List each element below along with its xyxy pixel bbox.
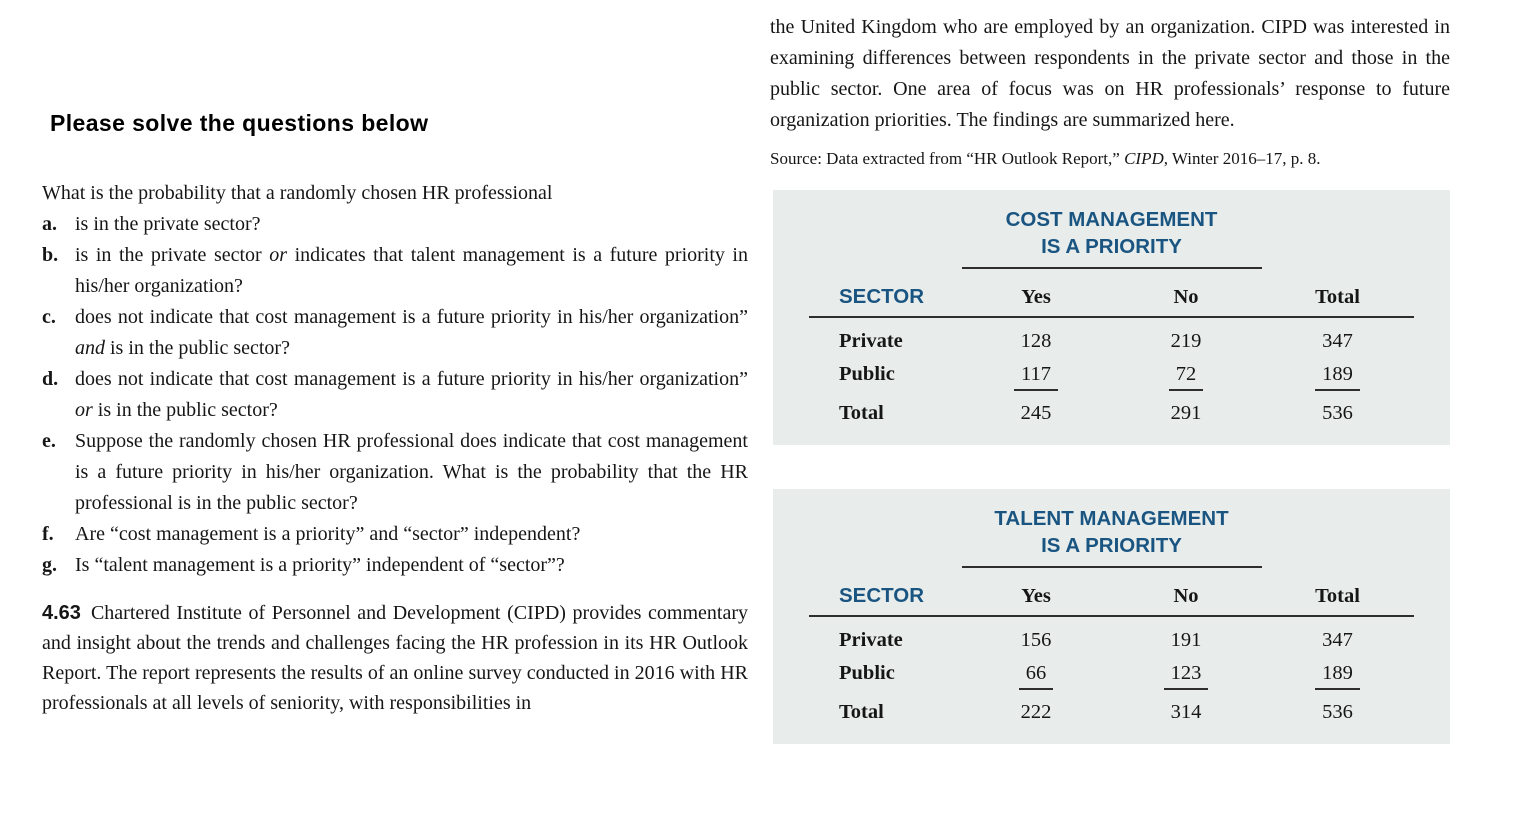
- question-text: is in the private sector?: [75, 213, 261, 235]
- question-label: b.: [42, 244, 59, 266]
- question-label: d.: [42, 368, 59, 390]
- continuation-paragraph: the United Kingdom who are employed by a…: [770, 16, 1450, 131]
- problem-text: Chartered Institute of Personnel and Dev…: [42, 602, 748, 714]
- question-text: does not indicate that cost management i…: [75, 306, 748, 328]
- column-header-no: No: [1173, 585, 1199, 607]
- question-item-a: a. is in the private sector?: [42, 209, 748, 240]
- problem-4-63: 4.63 Chartered Institute of Personnel and…: [42, 598, 748, 718]
- table-title: COST MANAGEMENT IS A PRIORITY: [773, 206, 1450, 260]
- row-label: Private: [839, 330, 903, 352]
- table-row-public: Public 117 72 189: [809, 355, 1414, 391]
- question-text: does not indicate that cost management i…: [75, 368, 748, 390]
- table-title-line1: TALENT MANAGEMENT: [994, 507, 1229, 530]
- table-row-public: Public 66 123 189: [809, 654, 1414, 690]
- column-header-yes: Yes: [1021, 585, 1051, 607]
- cell-value: 536: [1322, 402, 1353, 424]
- column-header-total: Total: [1315, 585, 1360, 607]
- row-label: Private: [839, 629, 903, 651]
- table-title-line2: IS A PRIORITY: [1041, 235, 1182, 258]
- talent-management-table-card: TALENT MANAGEMENT IS A PRIORITY SECTOR Y…: [773, 489, 1450, 744]
- table: SECTOR Yes No Total Private 156 191 347 …: [809, 584, 1414, 726]
- question-text: Is “talent management is a priority” ind…: [75, 554, 565, 576]
- question-text: is in the public sector?: [92, 399, 278, 421]
- source-publication: CIPD: [1124, 149, 1164, 168]
- table-title: TALENT MANAGEMENT IS A PRIORITY: [773, 505, 1450, 559]
- cell-value: 291: [1170, 402, 1202, 424]
- cell-value: 72: [1111, 361, 1261, 391]
- row-label: Total: [839, 701, 884, 723]
- column-group-rule: [961, 267, 1262, 269]
- question-label: c.: [42, 306, 56, 328]
- cell-value: 245: [1020, 402, 1052, 424]
- cell-value: 66: [961, 660, 1111, 690]
- question-text: Suppose the randomly chosen HR professio…: [75, 430, 748, 514]
- table: SECTOR Yes No Total Private 128 219 347 …: [809, 285, 1414, 427]
- table-row-private: Private 156 191 347: [809, 617, 1414, 654]
- cell-value: 191: [1170, 629, 1202, 651]
- question-text-italic: and: [75, 337, 105, 359]
- table-title-line1: COST MANAGEMENT: [1005, 208, 1218, 231]
- left-column: Please solve the questions below What is…: [42, 110, 748, 718]
- column-header-sector: SECTOR: [839, 584, 925, 607]
- cell-value: 222: [1020, 701, 1052, 723]
- source-text: , Winter 2016–17, p. 8.: [1163, 149, 1321, 168]
- question-label: f.: [42, 523, 54, 545]
- table-header-row: SECTOR Yes No Total: [809, 584, 1414, 617]
- question-item-b: b. is in the private sector or indicates …: [42, 240, 748, 302]
- row-label: Public: [839, 363, 895, 385]
- question-item-c: c. does not indicate that cost management…: [42, 302, 748, 364]
- questions-intro: What is the probability that a randomly …: [42, 182, 553, 204]
- cell-value: 128: [1020, 330, 1052, 352]
- cell-value: 347: [1322, 330, 1353, 352]
- column-header-sector: SECTOR: [839, 285, 925, 308]
- cell-value: 117: [961, 361, 1111, 391]
- cell-value: 189: [1261, 361, 1414, 391]
- cell-value: 123: [1111, 660, 1261, 690]
- cell-value: 189: [1261, 660, 1414, 690]
- column-header-yes: Yes: [1021, 286, 1051, 308]
- question-text-italic: or: [269, 244, 288, 266]
- table-row-total: Total 222 314 536: [809, 690, 1414, 726]
- cell-value: 314: [1170, 701, 1202, 723]
- row-label: Public: [839, 662, 895, 684]
- table-row-total: Total 245 291 536: [809, 391, 1414, 427]
- column-header-no: No: [1173, 286, 1199, 308]
- cell-value: 219: [1170, 330, 1202, 352]
- question-item-g: g. Is “talent management is a priority” i…: [42, 550, 748, 581]
- cost-management-table-card: COST MANAGEMENT IS A PRIORITY SECTOR Yes…: [773, 190, 1450, 445]
- table-row-private: Private 128 219 347: [809, 318, 1414, 355]
- cell-value: 156: [1020, 629, 1052, 651]
- question-item-f: f. Are “cost management is a priority” an…: [42, 519, 748, 550]
- problem-number: 4.63: [42, 602, 81, 624]
- source-text: Source: Data extracted from “HR Outlook …: [770, 149, 1125, 168]
- source-line: Source: Data extracted from “HR Outlook …: [770, 148, 1450, 170]
- question-text: is in the private sector: [75, 244, 270, 266]
- table-header-row: SECTOR Yes No Total: [809, 285, 1414, 318]
- row-label: Total: [839, 402, 884, 424]
- table-title-line2: IS A PRIORITY: [1041, 534, 1182, 557]
- question-label: a.: [42, 213, 57, 235]
- column-header-total: Total: [1315, 286, 1360, 308]
- question-item-d: d. does not indicate that cost management…: [42, 364, 748, 426]
- question-label: g.: [42, 554, 57, 576]
- question-item-e: e. Suppose the randomly chosen HR profess…: [42, 426, 748, 519]
- question-text-italic: or: [75, 399, 93, 421]
- question-text: indicates that talent management is a fu…: [75, 244, 748, 297]
- page-title: Please solve the questions below: [50, 110, 429, 136]
- question-text: is in the public sector?: [105, 337, 290, 359]
- cell-value: 347: [1322, 629, 1353, 651]
- right-column: the United Kingdom who are employed by a…: [770, 12, 1450, 744]
- cell-value: 536: [1322, 701, 1353, 723]
- question-text: Are “cost management is a priority” and …: [75, 523, 581, 545]
- column-group-rule: [961, 566, 1262, 568]
- question-label: e.: [42, 430, 56, 452]
